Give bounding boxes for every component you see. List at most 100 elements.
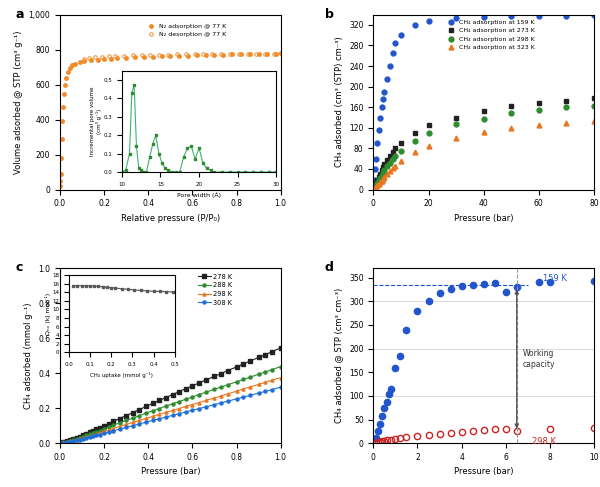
- CH₄ adsorption at 159 K: [370, 185, 377, 191]
- 288 K: [277, 364, 284, 370]
- 298 K: [255, 381, 262, 387]
- CH₄ adsorption at 323 K: [371, 186, 378, 192]
- 278 K: [136, 407, 143, 412]
- N₂ adsorption @ 77 K: [140, 54, 148, 60]
- CH₄ adsorption at 273 K: [397, 140, 404, 146]
- 288 K: [268, 367, 275, 373]
- CH₄ adsorption at 323 K: [535, 122, 542, 128]
- 298 K: [217, 393, 224, 399]
- CH₄ adsorption at 298 K: [371, 184, 379, 190]
- 298 K: [163, 410, 170, 415]
- CH₄ adsorption at 159 K: [535, 13, 542, 19]
- CH₄ adsorption at 273 K: [371, 183, 379, 188]
- CH₄ adsorption at 273 K: [508, 103, 515, 109]
- CH₄ adsorption at 323 K: [452, 135, 460, 141]
- CH₄ adsorption at 273 K: [378, 168, 385, 173]
- 288 K: [63, 439, 70, 445]
- 308 K: [255, 390, 262, 396]
- CH₄ adsorption at 323 K: [379, 176, 386, 182]
- 288 K: [93, 429, 100, 435]
- N₂ adsorption @ 77 K: [184, 53, 191, 58]
- Text: a: a: [16, 8, 25, 20]
- 288 K: [122, 417, 130, 423]
- CH₄ adsorption at 273 K: [379, 165, 386, 170]
- 278 K: [83, 431, 90, 437]
- 298 K: [239, 386, 247, 392]
- 298 K: [83, 434, 90, 440]
- N₂ adsorption @ 77 K: [87, 57, 94, 63]
- 298 K: [277, 375, 284, 380]
- 288 K: [129, 415, 136, 421]
- N₂ adsorption @ 77 K: [59, 118, 66, 124]
- 288 K: [56, 440, 64, 446]
- 278 K: [76, 433, 83, 439]
- 278 K: [189, 383, 196, 389]
- 298 K: [211, 395, 218, 401]
- N₂ desorption @ 77 K: [217, 51, 224, 57]
- N₂ desorption @ 77 K: [112, 53, 119, 59]
- 288 K: [116, 420, 123, 426]
- N₂ desorption @ 77 K: [262, 51, 269, 56]
- 278 K: [217, 371, 224, 376]
- 288 K: [189, 394, 196, 400]
- 308 K: [196, 406, 203, 412]
- 288 K: [96, 428, 103, 433]
- 278 K: [67, 437, 74, 443]
- CH₄ adsorption at 298 K: [383, 164, 391, 169]
- 298 K: [60, 440, 67, 446]
- CH₄ adsorption at 323 K: [392, 163, 399, 169]
- 278 K: [73, 435, 80, 441]
- 288 K: [246, 375, 253, 380]
- 278 K: [109, 418, 116, 424]
- 288 K: [262, 369, 269, 375]
- CH₄ adsorption at 159 K: [386, 63, 394, 69]
- CH₄ adsorption at 323 K: [374, 183, 381, 188]
- CH₄ adsorption at 298 K: [386, 160, 394, 166]
- 298 K: [76, 436, 83, 442]
- 298 K: [196, 400, 203, 406]
- 308 K: [163, 414, 170, 420]
- 288 K: [176, 399, 183, 405]
- 308 K: [211, 402, 218, 408]
- 288 K: [142, 410, 149, 416]
- N₂ adsorption @ 77 K: [272, 51, 280, 56]
- N₂ adsorption @ 77 K: [122, 55, 130, 61]
- 298 K: [169, 408, 176, 413]
- X-axis label: Pressure (bar): Pressure (bar): [454, 214, 514, 223]
- 278 K: [176, 389, 183, 394]
- CH₄ adsorption at 159 K: [392, 40, 399, 46]
- 298 K: [73, 437, 80, 443]
- CH₄ adsorption at 273 K: [374, 177, 381, 183]
- 278 K: [233, 364, 240, 370]
- CH₄ adsorption at 298 K: [381, 168, 388, 173]
- Text: b: b: [325, 8, 334, 20]
- 278 K: [169, 392, 176, 397]
- CH₄ adsorption at 159 K: [480, 14, 487, 20]
- N₂ adsorption @ 77 K: [58, 155, 65, 161]
- 308 K: [73, 437, 80, 443]
- 288 K: [155, 406, 163, 412]
- 308 K: [101, 431, 108, 436]
- Line: 288 K: 288 K: [58, 365, 282, 445]
- CH₄ adsorption at 323 K: [425, 143, 432, 149]
- 278 K: [86, 430, 94, 435]
- N₂ desorption @ 77 K: [253, 51, 260, 56]
- N₂ desorption @ 77 K: [182, 52, 190, 57]
- 308 K: [63, 439, 70, 445]
- N₂ adsorption @ 77 K: [149, 54, 156, 59]
- Line: 308 K: 308 K: [58, 386, 282, 445]
- 288 K: [105, 424, 112, 430]
- 278 K: [224, 368, 232, 374]
- CH₄ adsorption at 159 K: [508, 13, 515, 19]
- CH₄ adsorption at 323 K: [480, 129, 487, 135]
- CH₄ adsorption at 159 K: [375, 128, 382, 133]
- CH₄ adsorption at 273 K: [381, 161, 388, 167]
- 308 K: [122, 425, 130, 431]
- 278 K: [262, 352, 269, 357]
- Line: CH₄ adsorption at 159 K: CH₄ adsorption at 159 K: [371, 12, 596, 190]
- 308 K: [149, 417, 156, 423]
- CH₄ adsorption at 273 K: [563, 97, 570, 103]
- N₂ adsorption @ 77 K: [101, 56, 108, 62]
- CH₄ adsorption at 273 K: [373, 181, 380, 187]
- 288 K: [196, 392, 203, 397]
